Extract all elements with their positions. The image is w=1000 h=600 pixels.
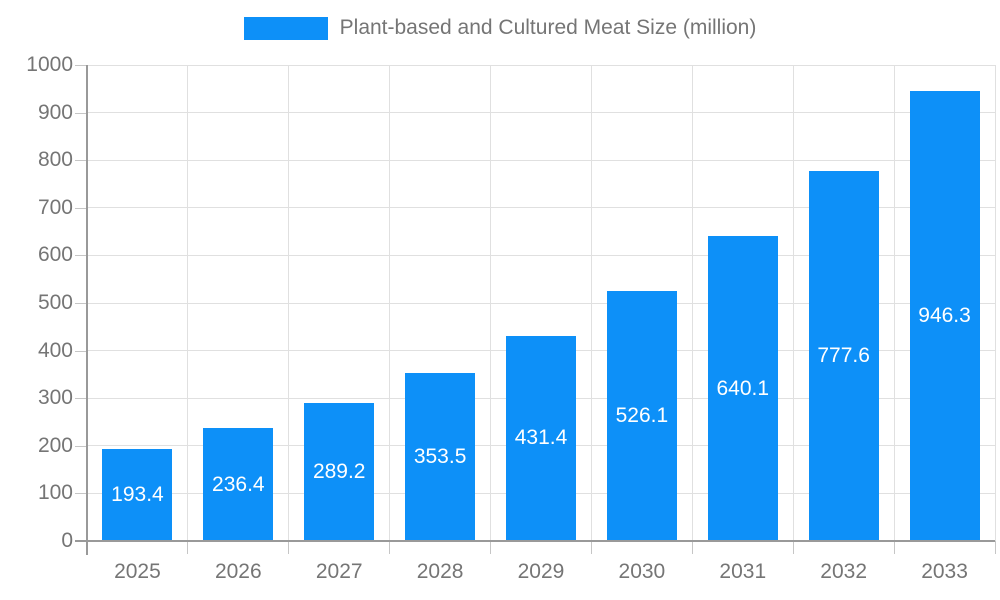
gridline-horizontal (87, 64, 995, 66)
bar[interactable]: 236.4 (203, 428, 274, 541)
gridline-vertical (994, 65, 996, 541)
gridline-vertical (389, 65, 391, 541)
x-tick (590, 541, 592, 554)
y-axis-label: 0 (61, 529, 73, 552)
bar[interactable]: 353.5 (405, 372, 476, 541)
gridline-vertical (691, 65, 693, 541)
gridline-vertical (792, 65, 794, 541)
x-axis-label: 2031 (719, 560, 767, 583)
x-axis-label: 2026 (214, 560, 262, 583)
y-axis-label: 100 (37, 481, 73, 505)
bar-value-label: 193.4 (111, 482, 164, 506)
y-axis-label: 600 (37, 243, 73, 267)
y-tick (75, 65, 87, 66)
x-axis-label: 2027 (315, 560, 363, 583)
bar[interactable]: 289.2 (304, 403, 375, 541)
bar[interactable]: 777.6 (808, 170, 879, 541)
gridline-vertical (288, 65, 290, 541)
bar[interactable]: 640.1 (707, 236, 778, 541)
x-tick (490, 541, 492, 554)
bar-value-label: 289.2 (312, 460, 366, 484)
bar-value-label: 640.1 (716, 376, 770, 400)
gridline-horizontal (87, 159, 995, 161)
y-tick (75, 303, 87, 304)
legend[interactable]: Plant-based and Cultured Meat Size (mill… (0, 16, 1000, 40)
bar-value-label: 236.4 (212, 472, 265, 496)
y-axis-label: 300 (37, 386, 73, 410)
bar-value-label: 353.5 (413, 444, 467, 468)
x-tick (389, 541, 391, 554)
x-tick (792, 541, 794, 554)
x-tick (288, 541, 290, 554)
x-axis-label: 2032 (820, 560, 868, 583)
y-axis-label: 800 (37, 148, 73, 172)
bar[interactable]: 526.1 (606, 290, 677, 541)
x-tick (691, 541, 693, 554)
x-axis-label: 2029 (517, 560, 565, 583)
gridline-vertical (893, 65, 895, 541)
x-axis-label: 2028 (416, 560, 464, 583)
bar[interactable]: 431.4 (506, 335, 576, 541)
x-axis-line (75, 540, 995, 542)
bar-value-label: 946.3 (918, 303, 971, 327)
x-axis: 2025 2026 2027 2028 2029 2030 2031 2032 2033 (87, 557, 995, 589)
x-axis-label: 2033 (921, 560, 968, 583)
y-axis-label: 1000 (26, 53, 73, 76)
y-tick (75, 350, 87, 352)
x-axis-label: 2025 (114, 560, 161, 583)
bar[interactable]: 946.3 (909, 90, 980, 541)
y-tick (75, 207, 87, 209)
gridline-vertical (187, 65, 189, 541)
y-axis-line (86, 65, 88, 555)
y-axis-label: 500 (37, 291, 73, 314)
y-tick (75, 445, 87, 447)
bar-value-label: 431.4 (514, 426, 568, 450)
y-tick (75, 112, 87, 114)
gridline-horizontal (87, 254, 995, 256)
legend-label: Plant-based and Cultured Meat Size (mill… (339, 16, 757, 39)
x-tick (893, 541, 895, 554)
legend-swatch-icon (243, 16, 328, 40)
gridline-vertical (490, 65, 492, 541)
y-axis-label: 700 (37, 195, 73, 219)
bar-value-label: 777.6 (817, 343, 870, 367)
gridline-horizontal (87, 112, 995, 114)
gridline-horizontal (87, 302, 995, 304)
x-tick (187, 541, 189, 554)
y-tick (75, 493, 87, 495)
y-axis-label: 400 (37, 338, 73, 362)
y-tick (75, 255, 87, 257)
x-axis-label: 2030 (618, 560, 666, 583)
bar-value-label: 526.1 (615, 403, 669, 427)
gridline-vertical (590, 65, 592, 541)
y-axis-label: 900 (37, 100, 73, 124)
y-tick (75, 398, 87, 400)
gridline-horizontal (87, 207, 995, 209)
y-axis: 0 100 200 300 400 500 600 700 800 900 1000 (0, 53, 87, 552)
y-axis-label: 200 (37, 433, 73, 457)
bar[interactable]: 193.4 (102, 448, 173, 541)
y-tick (75, 160, 87, 162)
plot-area: 193.4 236.4 289.2 353.5 431.4 526.1 640.1 777.6… (87, 64, 996, 554)
x-tick (994, 541, 996, 554)
